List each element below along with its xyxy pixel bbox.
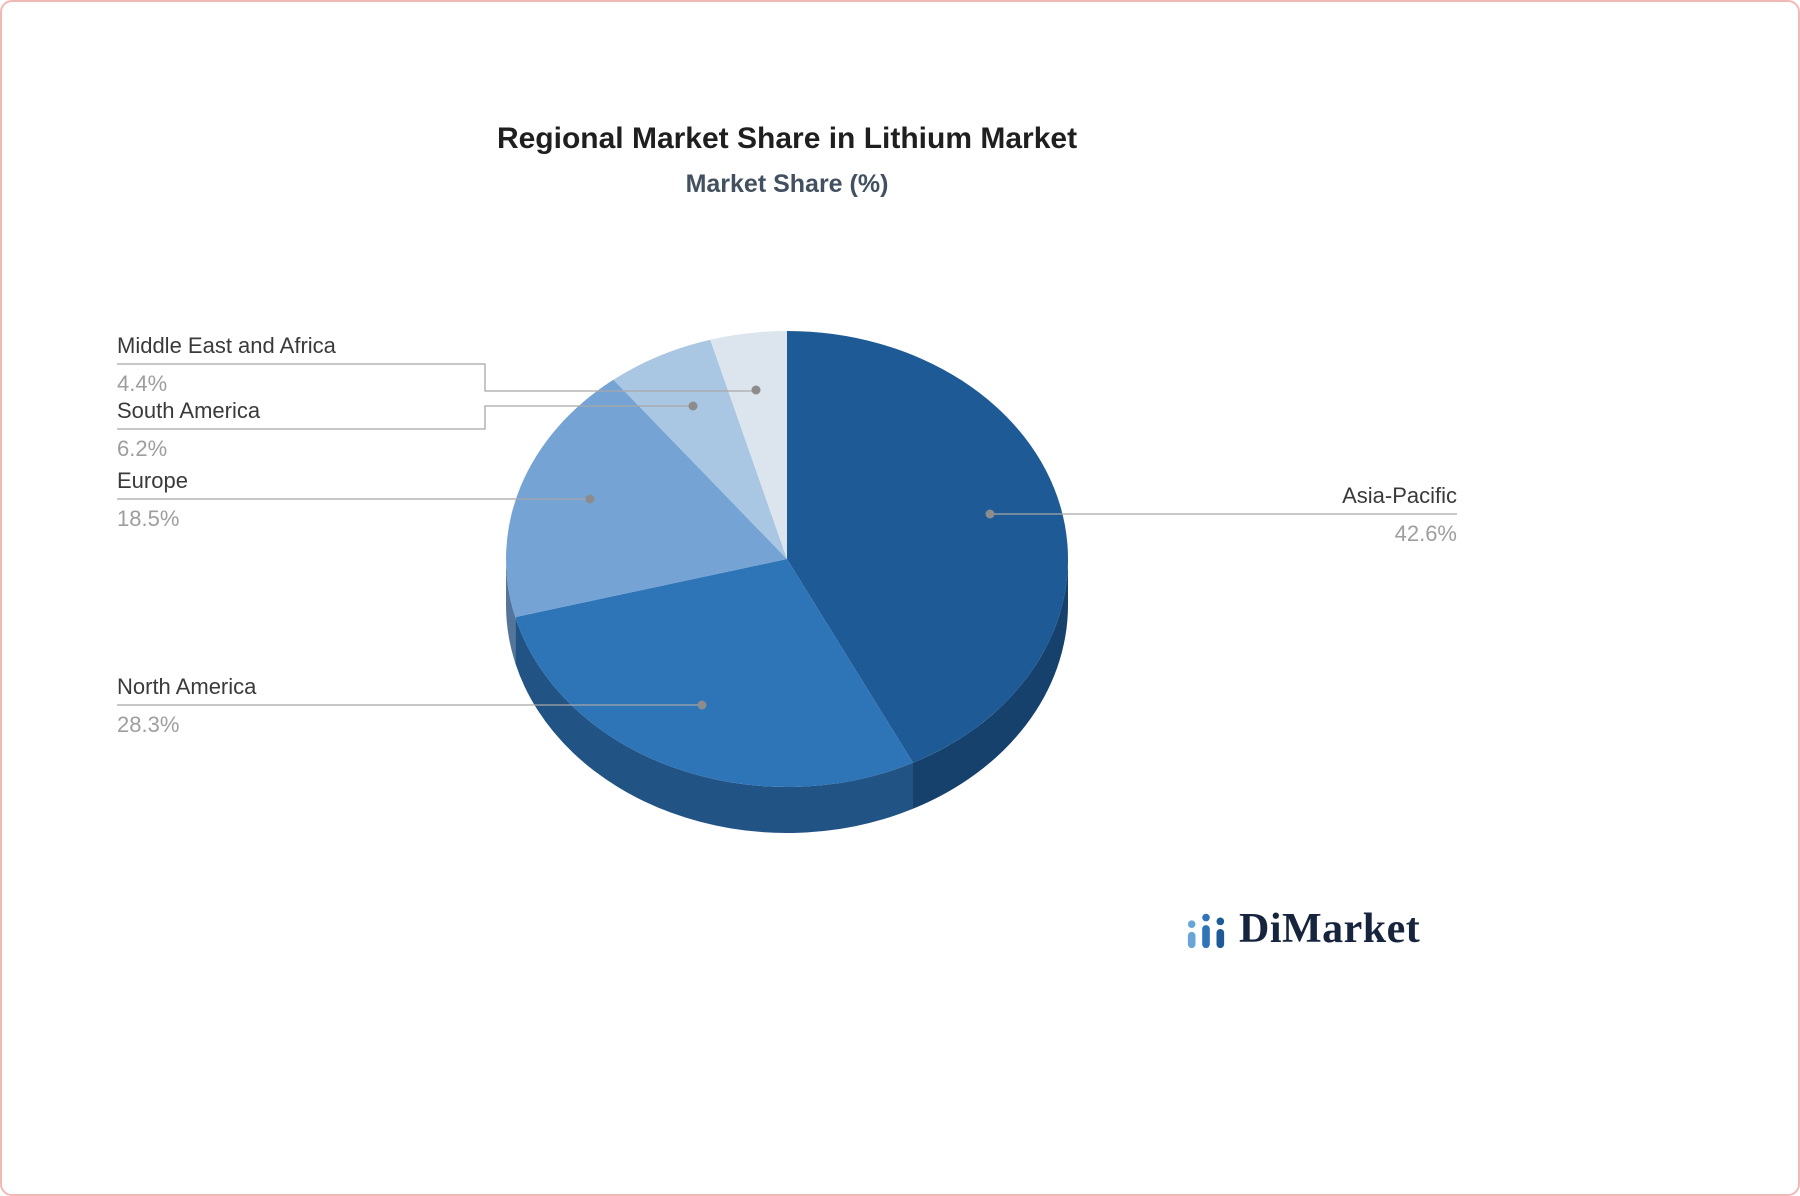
chart-subtitle: Market Share (%) (685, 170, 889, 198)
slice-value: 18.5% (117, 506, 180, 531)
pie-slice-asia-pacific[interactable] (787, 331, 1069, 763)
slice-name: Asia-Pacific (1342, 483, 1457, 508)
pie-slice-middle-east-and-africa[interactable] (710, 331, 787, 559)
pie-slice-south-america[interactable] (613, 339, 787, 559)
slice-value: 4.4% (117, 371, 168, 396)
label-anchor-dot (751, 385, 761, 395)
bar-chart-dots-icon (1187, 913, 1225, 949)
brand-name: DiMarket (1239, 906, 1421, 952)
label-anchor-dot (697, 700, 707, 710)
pie-slice-side-north-america (515, 617, 913, 833)
pie-slices (506, 331, 1069, 787)
slice-label-asia-pacific: Asia-Pacific 42.6% (1237, 482, 1457, 548)
slice-label-europe: Europe 18.5% (117, 467, 188, 533)
chart-title: Regional Market Share in Lithium Market (496, 122, 1078, 155)
pie-3d-walls (506, 559, 1068, 833)
label-anchor-dot (585, 494, 595, 504)
label-anchor-dot (688, 401, 698, 411)
slice-label-middle-east-and-africa: Middle East and Africa 4.4% (117, 332, 336, 398)
pie-slice-side-asia-pacific (913, 559, 1068, 809)
slice-name: Middle East and Africa (117, 333, 336, 358)
slice-name: Europe (117, 468, 188, 493)
slice-name: North America (117, 674, 257, 699)
pie-slice-europe[interactable] (506, 379, 787, 618)
slice-name: South America (117, 398, 261, 423)
slice-label-south-america: South America 6.2% (117, 397, 260, 463)
label-connector-line (117, 405, 693, 430)
label-anchor-dot (985, 509, 995, 519)
label-connectors (117, 363, 1457, 710)
label-connector-line (117, 363, 756, 392)
slice-value: 42.6% (1394, 521, 1457, 546)
pie-slice-side-europe (506, 559, 516, 664)
slice-label-north-america: North America 28.3% (117, 673, 256, 739)
slice-value: 28.3% (117, 712, 180, 737)
brand-logo: DiMarket (1185, 905, 1420, 953)
pie-slice-north-america[interactable] (515, 559, 913, 787)
slice-value: 6.2% (117, 436, 168, 461)
